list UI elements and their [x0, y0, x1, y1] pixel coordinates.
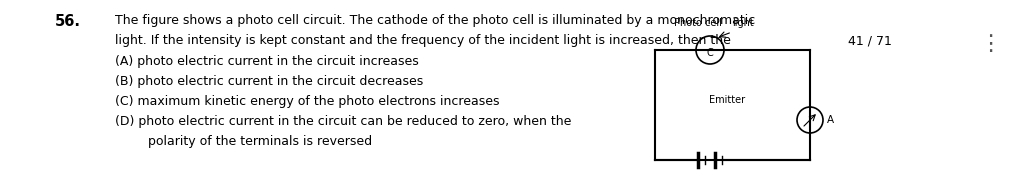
Text: C: C	[707, 48, 714, 58]
Text: 41 / 71: 41 / 71	[848, 34, 892, 47]
Text: polarity of the terminals is reversed: polarity of the terminals is reversed	[148, 135, 372, 148]
Text: 56.: 56.	[55, 14, 81, 29]
Text: light: light	[732, 18, 754, 28]
Text: (C) maximum kinetic energy of the photo electrons increases: (C) maximum kinetic energy of the photo …	[115, 95, 500, 108]
Text: Emitter: Emitter	[710, 95, 745, 105]
Text: Photo cell: Photo cell	[674, 18, 722, 28]
Text: light. If the intensity is kept constant and the frequency of the incident light: light. If the intensity is kept constant…	[115, 34, 731, 47]
Text: (A) photo electric current in the circuit increases: (A) photo electric current in the circui…	[115, 55, 419, 68]
Text: The figure shows a photo cell circuit. The cathode of the photo cell is illumina: The figure shows a photo cell circuit. T…	[115, 14, 756, 27]
Text: A: A	[827, 115, 835, 125]
Text: (B) photo electric current in the circuit decreases: (B) photo electric current in the circui…	[115, 75, 423, 88]
Text: (D) photo electric current in the circuit can be reduced to zero, when the: (D) photo electric current in the circui…	[115, 115, 571, 128]
Text: ⋮: ⋮	[979, 34, 1001, 54]
